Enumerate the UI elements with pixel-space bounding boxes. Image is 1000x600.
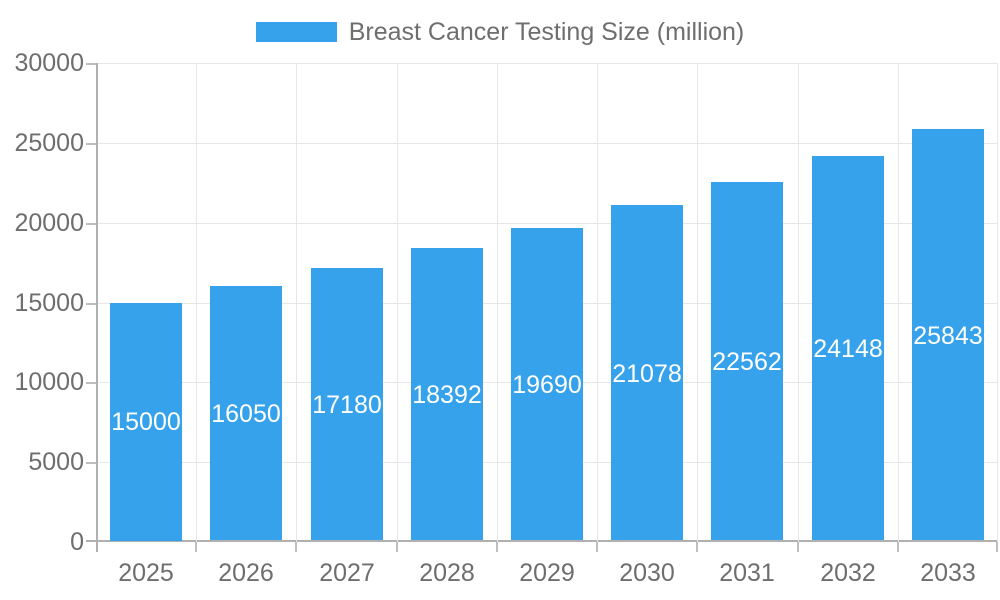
gridline-vertical [397, 63, 398, 542]
x-tick-label: 2026 [218, 559, 274, 587]
bar[interactable] [511, 228, 583, 540]
x-axis-tick [396, 542, 398, 552]
gridline-horizontal [96, 143, 998, 144]
x-axis-tick [996, 542, 998, 552]
bar[interactable] [411, 248, 483, 540]
y-tick-label: 30000 [14, 49, 84, 77]
gridline-horizontal [96, 223, 998, 224]
legend-label: Breast Cancer Testing Size (million) [348, 17, 745, 46]
bar[interactable] [611, 205, 683, 540]
x-axis-tick [496, 542, 498, 552]
x-axis-tick [596, 542, 598, 552]
gridline-vertical [597, 63, 598, 542]
bar[interactable] [210, 286, 282, 540]
bar[interactable] [110, 303, 182, 541]
y-axis-tick [86, 303, 96, 305]
bar[interactable] [912, 129, 984, 540]
y-axis-tick [86, 143, 96, 145]
y-axis-tick [86, 462, 96, 464]
x-tick-label: 2033 [920, 559, 976, 587]
bar[interactable] [711, 182, 783, 540]
bar[interactable] [812, 156, 884, 540]
x-axis-tick [195, 542, 197, 552]
y-axis-tick [86, 382, 96, 384]
gridline-vertical [898, 63, 899, 542]
x-axis-tick [696, 542, 698, 552]
y-axis-tick [86, 63, 96, 65]
gridline-vertical [997, 63, 998, 542]
x-axis-line [86, 540, 998, 542]
x-tick-label: 2030 [619, 559, 675, 587]
x-axis-tick [897, 542, 899, 552]
gridline-vertical [196, 63, 197, 542]
y-tick-label: 15000 [14, 289, 84, 317]
x-tick-label: 2029 [519, 559, 575, 587]
x-axis-tick [295, 542, 297, 552]
gridline-horizontal [96, 63, 998, 64]
y-axis-tick [86, 223, 96, 225]
gridline-vertical [798, 63, 799, 542]
x-axis-tick [797, 542, 799, 552]
gridline-vertical [697, 63, 698, 542]
y-axis-line [96, 63, 98, 552]
legend-item[interactable]: Breast Cancer Testing Size (million) [0, 18, 1000, 46]
y-tick-label: 25000 [14, 129, 84, 157]
x-tick-label: 2028 [419, 559, 475, 587]
legend-swatch [255, 22, 337, 42]
y-tick-label: 0 [70, 528, 84, 556]
x-tick-label: 2027 [319, 559, 375, 587]
x-tick-label: 2025 [118, 559, 174, 587]
y-tick-label: 5000 [28, 448, 84, 476]
y-tick-label: 10000 [14, 368, 84, 396]
plot-area: 15000 16050 17180 18392 19690 21078 22562 24148… [86, 63, 998, 552]
y-tick-label: 20000 [14, 209, 84, 237]
gridline-vertical [497, 63, 498, 542]
x-tick-label: 2032 [820, 559, 876, 587]
gridline-vertical [296, 63, 297, 542]
bar[interactable] [311, 268, 383, 540]
x-tick-label: 2031 [719, 559, 775, 587]
